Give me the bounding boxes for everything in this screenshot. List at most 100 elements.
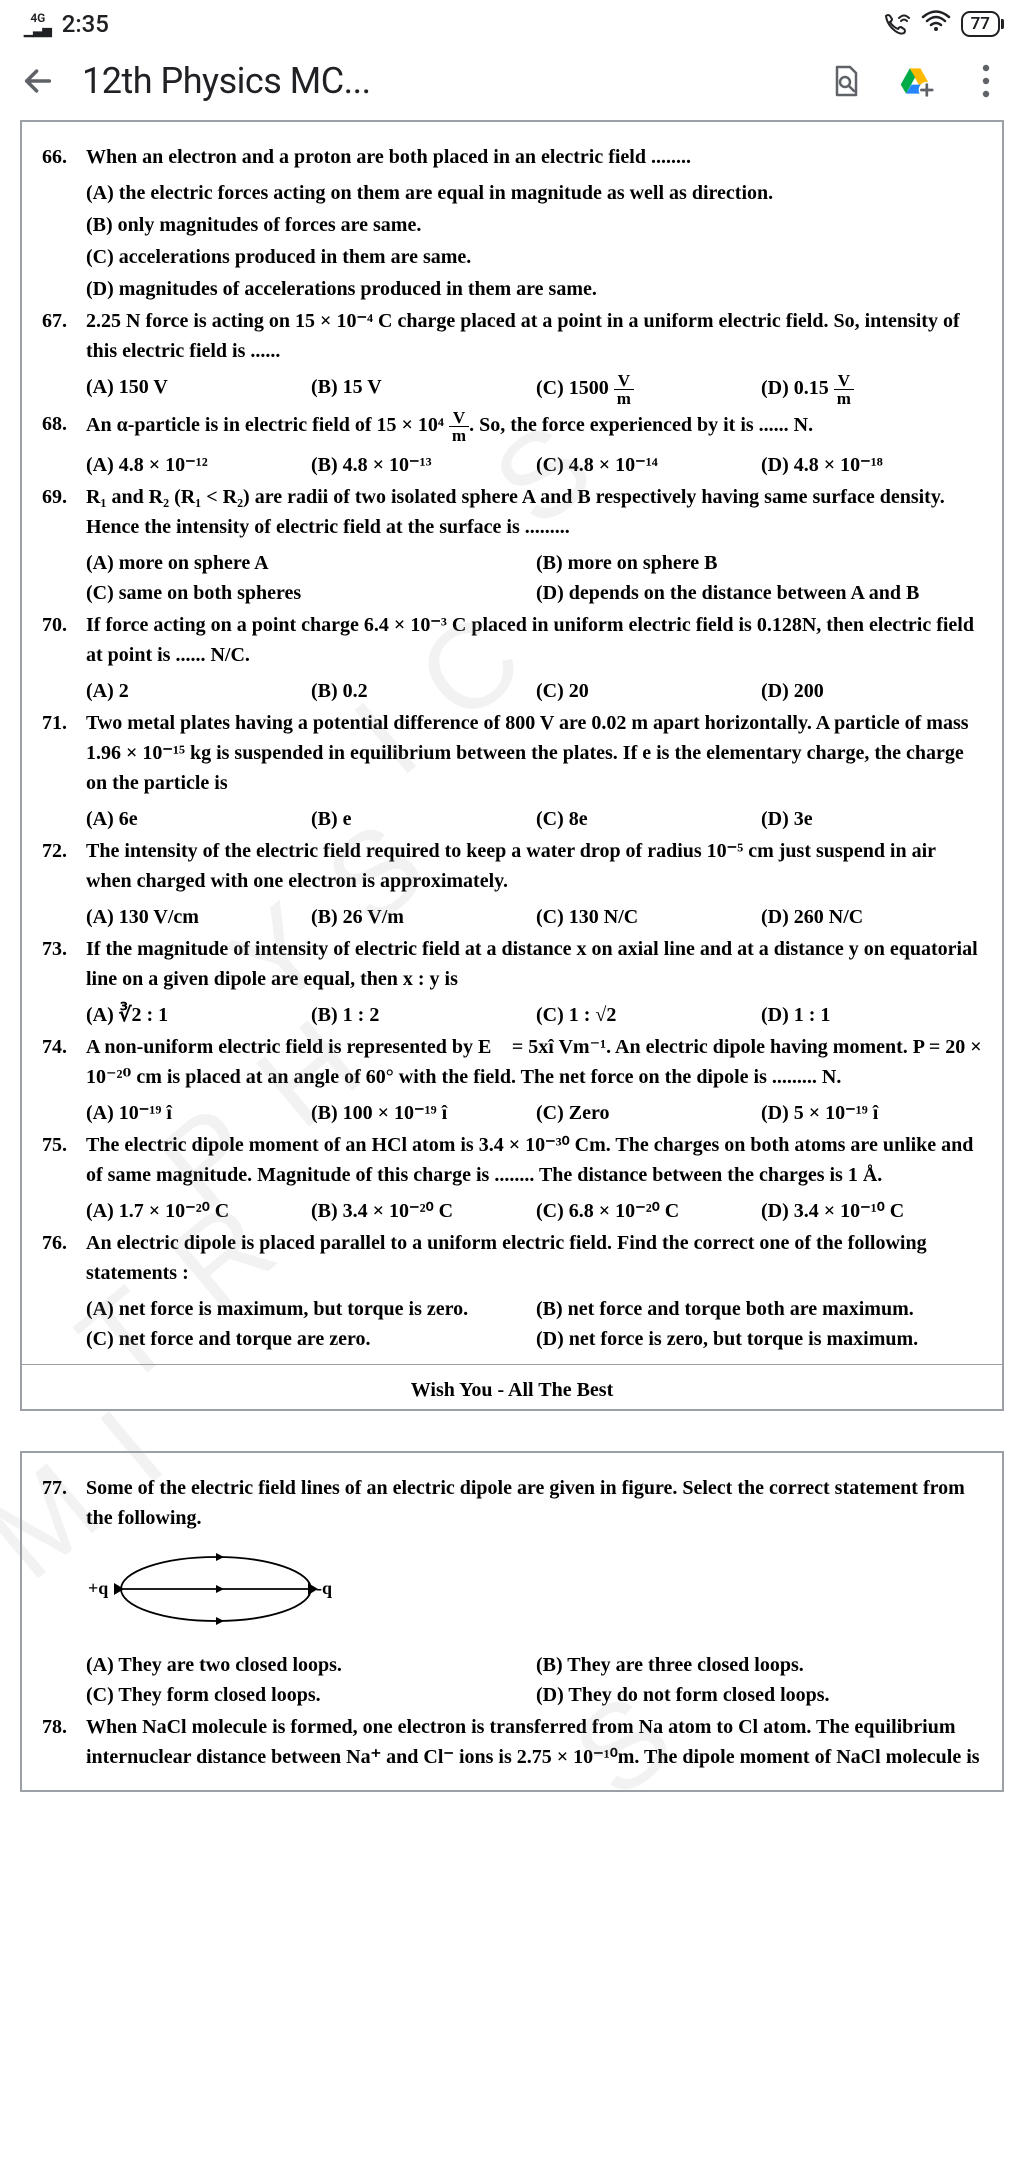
- q73-a: (A) ∛2 : 1: [86, 1000, 311, 1030]
- q76-b: (B) net force and torque both are maximu…: [536, 1294, 986, 1324]
- q-text: An α-particle is in electric field of 15…: [86, 409, 986, 444]
- q-num: 77.: [38, 1473, 86, 1537]
- svg-text:+q: +q: [88, 1578, 108, 1598]
- q-text: An electric dipole is placed parallel to…: [86, 1228, 986, 1288]
- question-69: 69. R₁ and R₂ (R₁ < R₂) are radii of two…: [38, 482, 986, 546]
- status-time: 2:35: [62, 10, 109, 38]
- q72-d: (D) 260 N/C: [761, 902, 986, 932]
- q-num: 70.: [38, 610, 86, 674]
- q74-b: (B) 100 × 10⁻¹⁹ î: [311, 1098, 536, 1128]
- q-text: A non-uniform electric field is represen…: [86, 1032, 986, 1092]
- q-text: The intensity of the electric field requ…: [86, 836, 986, 896]
- q66-opt-c: (C) accelerations produced in them are s…: [38, 242, 986, 272]
- status-left: 4G ▁▃▅ 2:35: [24, 10, 109, 38]
- signal-bars-icon: ▁▃▅: [24, 24, 52, 36]
- app-bar: 12th Physics MC...: [0, 46, 1024, 120]
- question-77: 77. Some of the electric field lines of …: [38, 1473, 986, 1537]
- q69-b: (B) more on sphere B: [536, 548, 986, 578]
- question-67: 67. 2.25 N force is acting on 15 × 10⁻⁴ …: [38, 306, 986, 370]
- q75-c: (C) 6.8 × 10⁻²⁰ C: [536, 1196, 761, 1226]
- q67-b: (B) 15 V: [311, 372, 536, 407]
- q73-c: (C) 1 : √2: [536, 1000, 761, 1030]
- q72-a: (A) 130 V/cm: [86, 902, 311, 932]
- q-text: If the magnitude of intensity of electri…: [86, 934, 986, 994]
- q68-b: (B) 4.8 × 10⁻¹³: [311, 450, 536, 480]
- question-73: 73. If the magnitude of intensity of ele…: [38, 934, 986, 998]
- q73-opts: (A) ∛2 : 1 (B) 1 : 2 (C) 1 : √2 (D) 1 : …: [38, 1000, 986, 1030]
- find-in-page-icon: [828, 63, 864, 99]
- q67-c: (C) 1500 Vm: [536, 372, 761, 407]
- q71-opts: (A) 6e (B) e (C) 8e (D) 3e: [38, 804, 986, 834]
- document-page-1[interactable]: S I C Y S P H T R M I 66. When an electr…: [20, 120, 1004, 1411]
- q76-c: (C) net force and torque are zero.: [86, 1324, 536, 1354]
- more-button[interactable]: [968, 63, 1004, 99]
- q71-b: (B) e: [311, 804, 536, 834]
- q67-d: (D) 0.15 Vm: [761, 372, 986, 407]
- q-text: 2.25 N force is acting on 15 × 10⁻⁴ C ch…: [86, 306, 986, 366]
- q67-opts: (A) 150 V (B) 15 V (C) 1500 Vm (D) 0.15 …: [38, 372, 986, 407]
- q69-opts: (A) more on sphere A (B) more on sphere …: [38, 548, 986, 608]
- question-75: 75. The electric dipole moment of an HCl…: [38, 1130, 986, 1194]
- q77-b: (B) They are three closed loops.: [536, 1650, 986, 1680]
- wifi-calling-icon: [883, 13, 911, 35]
- q75-b: (B) 3.4 × 10⁻²⁰ C: [311, 1196, 536, 1226]
- question-72: 72. The intensity of the electric field …: [38, 836, 986, 900]
- drive-add-button[interactable]: [898, 63, 934, 99]
- q77-c: (C) They form closed loops.: [86, 1680, 536, 1710]
- q74-c: (C) Zero: [536, 1098, 761, 1128]
- q68-opts: (A) 4.8 × 10⁻¹² (B) 4.8 × 10⁻¹³ (C) 4.8 …: [38, 450, 986, 480]
- q71-d: (D) 3e: [761, 804, 986, 834]
- q-num: 71.: [38, 708, 86, 802]
- q71-c: (C) 8e: [536, 804, 761, 834]
- q-num: 69.: [38, 482, 86, 546]
- svg-text:-q: -q: [316, 1578, 332, 1598]
- q-num: 67.: [38, 306, 86, 370]
- more-vert-icon: [982, 64, 990, 98]
- app-title: 12th Physics MC...: [82, 60, 371, 102]
- q-text: Some of the electric field lines of an e…: [86, 1473, 986, 1533]
- wifi-icon: [921, 10, 951, 38]
- q-text: R₁ and R₂ (R₁ < R₂) are radii of two iso…: [86, 482, 986, 542]
- q74-opts: (A) 10⁻¹⁹ î (B) 100 × 10⁻¹⁹ î (C) Zero (…: [38, 1098, 986, 1128]
- question-70: 70. If force acting on a point charge 6.…: [38, 610, 986, 674]
- question-71: 71. Two metal plates having a potential …: [38, 708, 986, 802]
- q74-d: (D) 5 × 10⁻¹⁹ î: [761, 1098, 986, 1128]
- q-num: 76.: [38, 1228, 86, 1292]
- q75-d: (D) 3.4 × 10⁻¹⁰ C: [761, 1196, 986, 1226]
- q71-a: (A) 6e: [86, 804, 311, 834]
- q66-opt-b: (B) only magnitudes of forces are same.: [38, 210, 986, 240]
- q-text: When NaCl molecule is formed, one electr…: [86, 1712, 986, 1772]
- dipole-figure: +q -q: [38, 1549, 986, 1638]
- back-arrow-icon: [21, 64, 55, 98]
- q73-b: (B) 1 : 2: [311, 1000, 536, 1030]
- q72-b: (B) 26 V/m: [311, 902, 536, 932]
- back-button[interactable]: [20, 63, 56, 99]
- q-text: If force acting on a point charge 6.4 × …: [86, 610, 986, 670]
- find-button[interactable]: [828, 63, 864, 99]
- document-page-2[interactable]: S 77. Some of the electric field lines o…: [20, 1451, 1004, 1792]
- q68-d: (D) 4.8 × 10⁻¹⁸: [761, 450, 986, 480]
- q77-a: (A) They are two closed loops.: [86, 1650, 536, 1680]
- q75-opts: (A) 1.7 × 10⁻²⁰ C (B) 3.4 × 10⁻²⁰ C (C) …: [38, 1196, 986, 1226]
- q-num: 68.: [38, 409, 86, 448]
- wish-footer: Wish You - All The Best: [22, 1364, 1002, 1409]
- q70-a: (A) 2: [86, 676, 311, 706]
- q68-a: (A) 4.8 × 10⁻¹²: [86, 450, 311, 480]
- q68-c: (C) 4.8 × 10⁻¹⁴: [536, 450, 761, 480]
- question-76: 76. An electric dipole is placed paralle…: [38, 1228, 986, 1292]
- drive-add-icon: [898, 63, 934, 99]
- q76-opts: (A) net force is maximum, but torque is …: [38, 1294, 986, 1354]
- q-num: 75.: [38, 1130, 86, 1194]
- q77-opts: (A) They are two closed loops. (B) They …: [38, 1650, 986, 1710]
- signal-indicator: 4G ▁▃▅: [24, 12, 52, 36]
- status-bar: 4G ▁▃▅ 2:35 77: [0, 0, 1024, 46]
- q-num: 74.: [38, 1032, 86, 1096]
- q-num: 73.: [38, 934, 86, 998]
- q76-a: (A) net force is maximum, but torque is …: [86, 1294, 536, 1324]
- q-num: 72.: [38, 836, 86, 900]
- battery-indicator: 77: [961, 11, 1000, 37]
- question-68: 68. An α-particle is in electric field o…: [38, 409, 986, 448]
- question-74: 74. A non-uniform electric field is repr…: [38, 1032, 986, 1096]
- q69-d: (D) depends on the distance between A an…: [536, 578, 986, 608]
- status-right: 77: [883, 10, 1000, 38]
